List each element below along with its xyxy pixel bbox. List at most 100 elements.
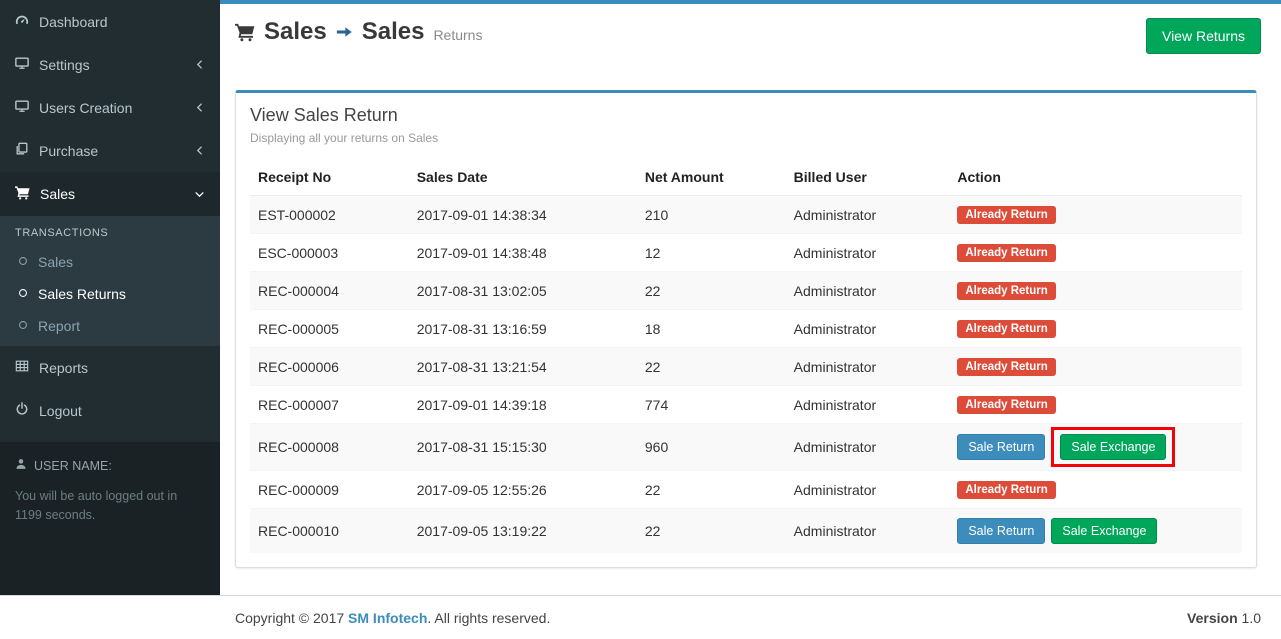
sidebar-item-label: Logout (39, 402, 82, 419)
transactions-section-label: TRANSACTIONS (15, 227, 109, 239)
copyright-suffix: . All rights reserved. (427, 609, 551, 626)
shopping-cart-icon (235, 22, 255, 42)
sidebar-subitem-label: Sales (38, 254, 74, 270)
sidebar-item-label: Reports (39, 359, 89, 376)
header-action: Action (949, 159, 1242, 196)
page-title-small: Returns (433, 27, 483, 43)
receipt-no-cell: REC-000005 (250, 309, 409, 348)
sales-date-cell: 2017-08-31 13:21:54 (408, 347, 637, 386)
table-row: REC-000005 2017-08-31 13:16:59 18 Administr… (250, 309, 1242, 348)
net-amount-cell: 22 (636, 508, 786, 553)
billed-user-cell: Administrator (785, 195, 950, 234)
arrow-right-icon (336, 25, 353, 39)
version-text: Version 1.0 (1187, 610, 1261, 626)
sale-exchange-button[interactable]: Sale Exchange (1051, 518, 1158, 544)
copy-icon (15, 142, 29, 159)
sales-date-cell: 2017-08-31 13:02:05 (408, 271, 637, 310)
dashboard-icon (15, 13, 29, 30)
net-amount-cell: 22 (636, 470, 786, 509)
already-return-badge: Already Return (957, 206, 1056, 224)
billed-user-cell: Administrator (785, 309, 950, 348)
circle-o-icon (17, 254, 29, 270)
chevron-left-icon (194, 59, 205, 70)
net-amount-cell: 22 (636, 271, 786, 310)
receipt-no-cell: EST-000002 (250, 195, 409, 234)
sales-date-cell: 2017-08-31 15:15:30 (408, 423, 637, 471)
sidebar-subitem-label: Report (38, 318, 81, 334)
red-highlight-annotation: Sale Exchange (1051, 427, 1176, 467)
chevron-left-icon (194, 145, 205, 156)
action-cell: Already Return (949, 195, 1242, 234)
content-header: Sales Sales Returns View Returns (220, 4, 1281, 62)
table-row: EST-000002 2017-09-01 14:38:34 210 Administ… (250, 195, 1242, 234)
company-link[interactable]: SM Infotech (348, 609, 428, 626)
sales-date-cell: 2017-09-01 14:38:48 (408, 233, 637, 272)
net-amount-cell: 12 (636, 233, 786, 272)
sidebar-subitem-label: Sales Returns (38, 286, 126, 302)
action-cell: Sale Return Sale Exchange (949, 423, 1242, 471)
action-cell: Sale Return Sale Exchange (949, 508, 1242, 553)
receipt-no-cell: REC-000008 (250, 423, 409, 471)
billed-user-cell: Administrator (785, 233, 950, 272)
table-row: REC-000010 2017-09-05 13:19:22 22 Administr… (250, 508, 1242, 553)
circle-o-icon (17, 286, 29, 302)
table-row: REC-000007 2017-09-01 14:39:18 774 Administ… (250, 385, 1242, 424)
user-name-row: USER NAME: (15, 458, 205, 473)
table-row: REC-000008 2017-08-31 15:15:30 960 Administ… (250, 423, 1242, 471)
sidebar-item-logout[interactable]: Logout (0, 389, 220, 432)
sidebar-subitem-sales-returns[interactable]: Sales Returns (0, 278, 220, 310)
receipt-no-cell: REC-000009 (250, 470, 409, 509)
copyright-text: Copyright © 2017 SM Infotech. All rights… (235, 610, 550, 626)
sidebar-item-label: Sales (40, 186, 76, 202)
sales-submenu: TRANSACTIONS Sales Sales Returns Report (0, 216, 220, 346)
sales-return-card: View Sales Return Displaying all your re… (235, 90, 1257, 568)
sales-date-cell: 2017-08-31 13:16:59 (408, 309, 637, 348)
desktop-icon (15, 56, 29, 73)
version-value: 1.0 (1241, 609, 1261, 626)
sidebar-item-label: Purchase (39, 142, 99, 159)
net-amount-cell: 960 (636, 423, 786, 471)
header-receipt-no: Receipt No (250, 159, 409, 196)
desktop-icon (15, 99, 29, 116)
sidebar-item-reports[interactable]: Reports (0, 346, 220, 389)
view-returns-button[interactable]: View Returns (1145, 18, 1261, 54)
already-return-badge: Already Return (957, 358, 1056, 376)
already-return-badge: Already Return (957, 282, 1056, 300)
sidebar-item-settings[interactable]: Settings (0, 43, 220, 86)
chevron-down-icon (194, 189, 205, 200)
sale-exchange-button[interactable]: Sale Exchange (1060, 434, 1167, 460)
sidebar-item-sales[interactable]: Sales (0, 172, 220, 216)
sidebar-subitem-sales[interactable]: Sales (0, 246, 220, 278)
auto-logout-notice: You will be auto logged out in 1199 seco… (15, 489, 178, 523)
receipt-no-cell: REC-000007 (250, 385, 409, 424)
sale-return-button[interactable]: Sale Return (957, 434, 1046, 460)
sidebar-item-users-creation[interactable]: Users Creation (0, 86, 220, 129)
receipt-no-cell: REC-000004 (250, 271, 409, 310)
page-title-secondary: Sales (361, 18, 425, 45)
sales-date-cell: 2017-09-05 12:55:26 (408, 470, 637, 509)
sidebar-item-dashboard[interactable]: Dashboard (0, 0, 220, 43)
table-row: ESC-000003 2017-09-01 14:38:48 12 Administr… (250, 233, 1242, 272)
billed-user-cell: Administrator (785, 385, 950, 424)
card-subtitle: Displaying all your returns on Sales (250, 131, 439, 145)
receipt-no-cell: REC-000010 (250, 508, 409, 553)
sidebar-item-purchase[interactable]: Purchase (0, 129, 220, 172)
breadcrumb: Sales Sales Returns (235, 18, 482, 46)
receipt-no-cell: ESC-000003 (250, 233, 409, 272)
table-row: REC-000006 2017-08-31 13:21:54 22 Administr… (250, 347, 1242, 386)
sidebar-subitem-report[interactable]: Report (0, 310, 220, 342)
user-name-label: USER NAME: (34, 458, 112, 473)
sale-return-button[interactable]: Sale Return (957, 518, 1046, 544)
already-return-badge: Already Return (957, 320, 1056, 338)
already-return-badge: Already Return (957, 481, 1056, 499)
action-cell: Already Return (949, 233, 1242, 272)
billed-user-cell: Administrator (785, 423, 950, 471)
sales-table-body: EST-000002 2017-09-01 14:38:34 210 Administ… (250, 195, 1242, 553)
content: View Sales Return Displaying all your re… (220, 62, 1281, 595)
net-amount-cell: 22 (636, 347, 786, 386)
table-icon (15, 359, 29, 376)
action-cell: Already Return (949, 470, 1242, 509)
net-amount-cell: 774 (636, 385, 786, 424)
action-cell: Already Return (949, 385, 1242, 424)
